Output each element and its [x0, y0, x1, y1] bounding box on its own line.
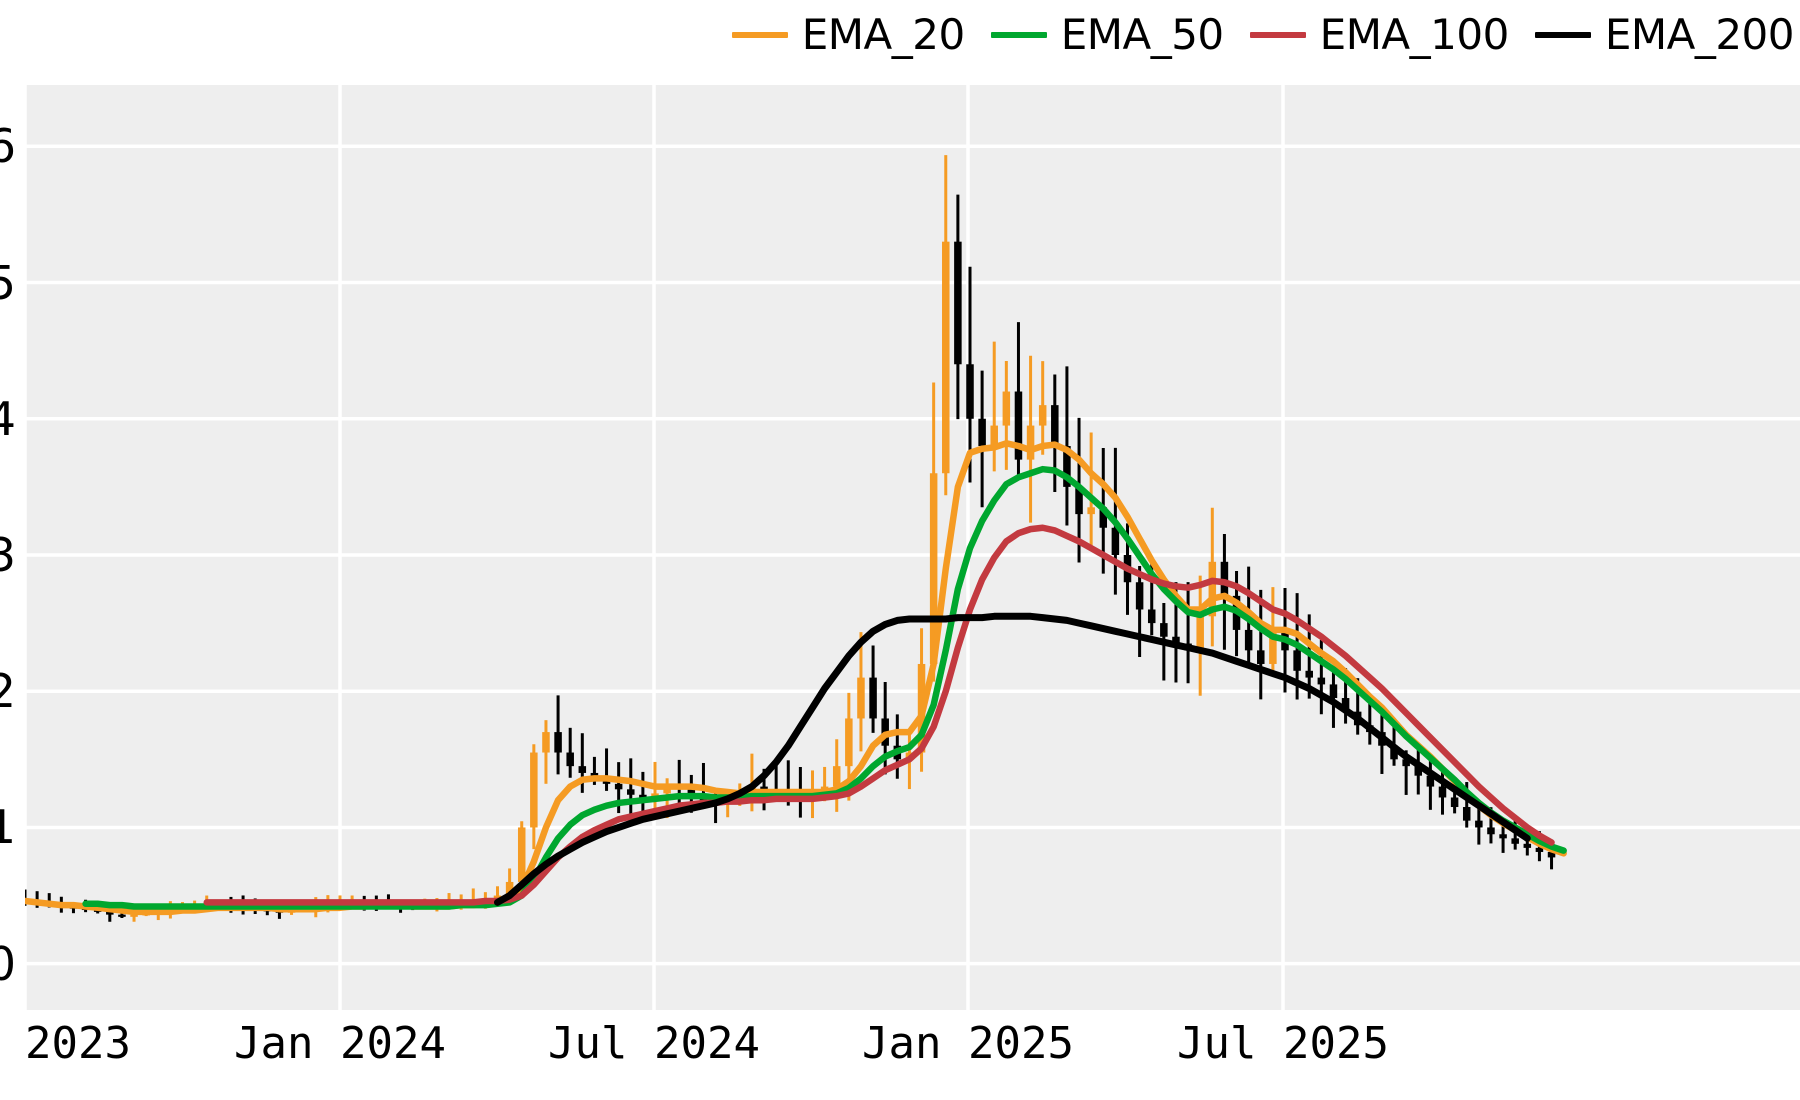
legend-entry-ema_100[interactable]: EMA_100	[1249, 10, 1510, 59]
x-tick-label: Jan 2025	[862, 1018, 1074, 1069]
legend-entry-ema_200[interactable]: EMA_200	[1534, 10, 1795, 59]
legend-label: EMA_20	[801, 10, 965, 59]
legend-swatch-icon	[731, 32, 788, 38]
plot-background	[25, 85, 1800, 1010]
legend-label: EMA_200	[1604, 10, 1795, 59]
ema-series	[25, 440, 1567, 916]
legend-label: EMA_50	[1060, 10, 1224, 59]
plot-canvas	[25, 85, 1800, 1010]
candlestick-series	[25, 155, 1556, 922]
legend-entry-ema_20[interactable]: EMA_20	[731, 10, 965, 59]
legend-label: EMA_100	[1319, 10, 1510, 59]
legend-swatch-icon	[1249, 32, 1306, 38]
y-tick-label: 4	[0, 391, 16, 446]
legend-swatch-icon	[990, 32, 1047, 38]
y-tick-label: 2	[0, 664, 16, 719]
y-tick-label: 3	[0, 527, 16, 582]
legend-swatch-icon	[1534, 32, 1591, 38]
y-tick-label: 5	[0, 255, 16, 310]
x-tick-label: Jul 2023	[0, 1018, 131, 1069]
legend-entry-ema_50[interactable]: EMA_50	[990, 10, 1224, 59]
x-tick-label: Jan 2024	[234, 1018, 446, 1069]
y-tick-label: 0	[0, 936, 16, 991]
chart-legend: EMA_20 EMA_50 EMA_100 EMA_200	[0, 0, 1800, 70]
y-tick-label: 1	[0, 800, 16, 855]
y-tick-label: 6	[0, 119, 16, 174]
plot-area	[25, 85, 1800, 1010]
x-tick-label: Jul 2025	[1177, 1018, 1389, 1069]
gridlines	[25, 85, 1800, 1010]
x-tick-label: Jul 2024	[548, 1018, 760, 1069]
